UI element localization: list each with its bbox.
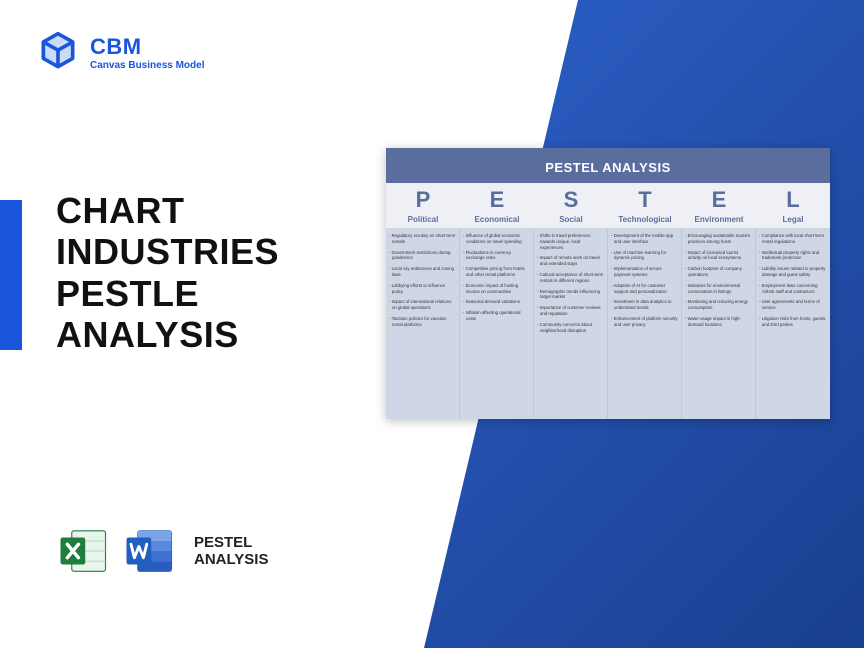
pestel-item: Regulatory scrutiny on short-term rental… xyxy=(389,233,456,245)
pestel-item: Adoption of AI for customer support and … xyxy=(611,283,678,295)
pestel-card: PESTEL ANALYSIS PESTELPoliticalEconomica… xyxy=(386,148,830,419)
pestel-item: Intellectual property rights and tradema… xyxy=(759,250,827,262)
pestel-col-name: Technological xyxy=(608,214,682,229)
pestel-col-body: Regulatory scrutiny on short-term rental… xyxy=(386,229,460,419)
pestel-item: Competitive pricing from hotels and othe… xyxy=(463,266,530,278)
pestel-item: Inflation affecting operational costs xyxy=(463,310,530,322)
pestel-item: Encouraging sustainable tourism practice… xyxy=(685,233,752,245)
icon-row-label: PESTEL ANALYSIS xyxy=(194,534,268,569)
pestel-item: Investment in data analytics to understa… xyxy=(611,299,678,311)
pestel-item: Monitoring and reducing energy consumpti… xyxy=(685,299,752,311)
pestel-item: Fluctuations in currency exchange rates xyxy=(463,250,530,262)
pestel-item: Enhancement of platform security and use… xyxy=(611,316,678,328)
pestel-col-name: Environment xyxy=(682,214,756,229)
pestel-item: Demographic trends influencing target ma… xyxy=(537,289,604,301)
pestel-item: Shifts in travel preferences towards uni… xyxy=(537,233,604,250)
pestel-item: Development of the mobile app and user i… xyxy=(611,233,678,245)
pestel-item: Impact of increased tourist activity on … xyxy=(685,250,752,262)
pestel-item: Use of machine learning for dynamic pric… xyxy=(611,250,678,262)
pestel-col-body: Influence of global economic conditions … xyxy=(460,229,534,419)
pestel-item: Local city ordinances and zoning laws xyxy=(389,266,456,278)
pestel-col-letter: P xyxy=(386,183,460,214)
pestel-col-letter: L xyxy=(756,183,830,214)
pestel-item: Initiatives for environmental conservati… xyxy=(685,283,752,295)
pestel-item: Employment laws concerning Airbnb staff … xyxy=(759,283,827,295)
cbm-logo-icon xyxy=(36,30,80,74)
pestel-item: Litigation risks from hosts, guests, and… xyxy=(759,316,827,328)
pestel-item: Importance of customer reviews and reput… xyxy=(537,305,604,317)
pestel-item: Impact of international relations on glo… xyxy=(389,299,456,311)
brand-subtitle: Canvas Business Model xyxy=(90,60,204,71)
app-icon-row: PESTEL ANALYSIS xyxy=(56,524,268,578)
pestel-col-letter: S xyxy=(534,183,608,214)
pestel-grid: PESTELPoliticalEconomicalSocialTechnolog… xyxy=(386,183,830,419)
word-icon xyxy=(122,524,176,578)
pestel-item: Government restrictions during pandemics xyxy=(389,250,456,262)
pestel-col-name: Legal xyxy=(756,214,830,229)
pestel-item: Cultural acceptance of short-term rental… xyxy=(537,272,604,284)
pestel-col-name: Social xyxy=(534,214,608,229)
pestel-item: Seasonal demand variations xyxy=(463,299,530,305)
pestel-col-body: Encouraging sustainable tourism practice… xyxy=(682,229,756,419)
pestel-item: Influence of global economic conditions … xyxy=(463,233,530,245)
pestel-item: Impact of remote work on travel and exte… xyxy=(537,255,604,267)
pestel-col-letter: T xyxy=(608,183,682,214)
pestel-item: User agreements and terms of service xyxy=(759,299,827,311)
pestel-item: Compliance with local short-term rental … xyxy=(759,233,827,245)
brand-logo: CBM Canvas Business Model xyxy=(36,30,204,74)
pestel-title: PESTEL ANALYSIS xyxy=(386,148,830,183)
pestel-item: Implementation of secure payment systems xyxy=(611,266,678,278)
pestel-col-name: Economical xyxy=(460,214,534,229)
pestel-col-body: Shifts in travel preferences towards uni… xyxy=(534,229,608,419)
pestel-col-letter: E xyxy=(682,183,756,214)
accent-bar xyxy=(0,200,22,350)
pestel-item: Water usage impact in high-demand locati… xyxy=(685,316,752,328)
pestel-item: Community concerns about neighborhood di… xyxy=(537,322,604,334)
pestel-item: Taxation policies for vacation rental pl… xyxy=(389,316,456,328)
pestel-col-body: Compliance with local short-term rental … xyxy=(756,229,830,419)
pestel-item: Carbon footprint of company operations xyxy=(685,266,752,278)
pestel-col-letter: E xyxy=(460,183,534,214)
page-title: CHART INDUSTRIES PESTLE ANALYSIS xyxy=(56,190,279,356)
pestel-col-body: Development of the mobile app and user i… xyxy=(608,229,682,419)
pestel-item: Liability issues related to property dam… xyxy=(759,266,827,278)
excel-icon xyxy=(56,524,110,578)
pestel-col-name: Political xyxy=(386,214,460,229)
brand-title: CBM xyxy=(90,34,204,60)
pestel-item: Lobbying efforts to influence policy xyxy=(389,283,456,295)
pestel-item: Economic impact of hosting income on com… xyxy=(463,283,530,295)
